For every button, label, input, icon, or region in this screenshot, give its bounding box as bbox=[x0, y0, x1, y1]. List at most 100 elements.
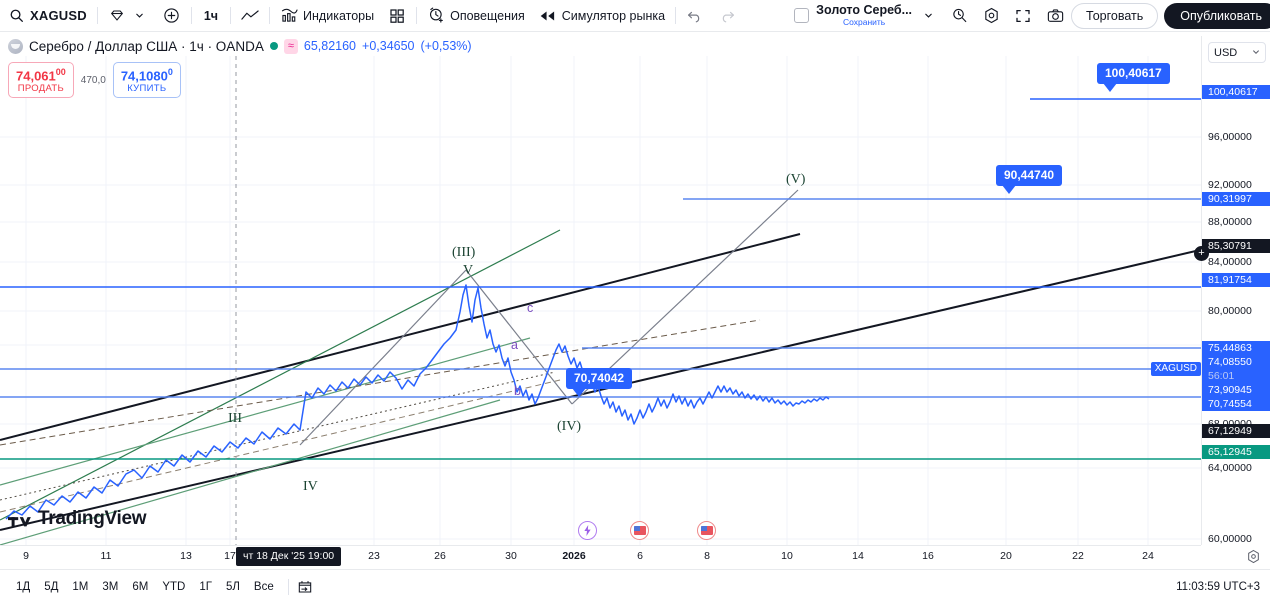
redo-button[interactable] bbox=[711, 2, 743, 30]
trendline-dotted-mid[interactable] bbox=[0, 371, 556, 501]
symbol-search-button[interactable]: XAGUSD bbox=[0, 2, 94, 30]
price-scale[interactable]: USD 96,00000 92,00000 88,00000 84,00000 80,0… bbox=[1201, 36, 1270, 545]
wave-label-IV[interactable]: IV bbox=[303, 479, 318, 494]
timeframe-button[interactable]: 1ч bbox=[203, 8, 219, 23]
wave-label-a[interactable]: a bbox=[511, 338, 518, 352]
price-callout[interactable]: 70,74042 bbox=[566, 368, 633, 397]
price-scale-label[interactable]: 100,40617 bbox=[1202, 85, 1270, 99]
alarm-clock-icon bbox=[427, 7, 445, 25]
wave-label-V[interactable]: V bbox=[463, 263, 474, 278]
range-button-5Д[interactable]: 5Д bbox=[44, 580, 59, 593]
time-tick: 24 bbox=[1142, 550, 1154, 562]
trendline-wave-proj-2[interactable] bbox=[465, 269, 573, 405]
fullscreen-button[interactable] bbox=[1007, 2, 1039, 30]
range-button-1М[interactable]: 1М bbox=[72, 580, 89, 593]
wave-label-IV[interactable]: (IV) bbox=[557, 419, 582, 434]
layout-save-link[interactable]: Сохранить bbox=[842, 17, 886, 28]
price-scale-label[interactable]: 56:01 bbox=[1202, 369, 1270, 383]
trendline-wave-proj-1[interactable] bbox=[299, 269, 467, 446]
time-scale-settings-icon[interactable] bbox=[1246, 549, 1262, 565]
time-tick: 2026 bbox=[562, 550, 586, 562]
range-button-YTD[interactable]: YTD bbox=[162, 580, 186, 593]
publish-button[interactable]: Опубликовать bbox=[1164, 2, 1270, 29]
currency-selector[interactable]: USD bbox=[1208, 42, 1266, 63]
price-scale-label[interactable]: 75,44863 bbox=[1202, 341, 1270, 355]
add-symbol-button[interactable] bbox=[156, 2, 188, 30]
trendline-green-upper[interactable] bbox=[0, 229, 561, 521]
chart-settings-button[interactable] bbox=[975, 2, 1007, 30]
trendline-green-mid[interactable] bbox=[0, 337, 531, 486]
range-button-5Л[interactable]: 5Л bbox=[225, 580, 240, 593]
range-button-1Д[interactable]: 1Д bbox=[16, 580, 31, 593]
event-marker[interactable] bbox=[697, 521, 716, 540]
templates-button[interactable] bbox=[381, 2, 413, 30]
layout-checkbox-icon[interactable] bbox=[794, 8, 810, 23]
snapshot-button[interactable] bbox=[1039, 2, 1071, 30]
price-scale-label[interactable]: 70,74554 bbox=[1202, 397, 1270, 411]
time-tick: 8 bbox=[704, 550, 710, 562]
layout-name: Золото Сереб... bbox=[816, 2, 913, 17]
wave-label-c[interactable]: c bbox=[527, 301, 534, 315]
price-change-percent: (+0,53%) bbox=[420, 39, 472, 53]
trendline-black-lower[interactable] bbox=[0, 249, 1201, 531]
sell-button[interactable]: 74,06100 ПРОДАТЬ bbox=[8, 62, 74, 99]
watchlist-button[interactable] bbox=[101, 2, 156, 30]
event-marker[interactable] bbox=[630, 521, 649, 540]
chart-type-button[interactable] bbox=[234, 2, 266, 30]
wave-label-V[interactable]: (V) bbox=[786, 172, 806, 187]
us-flag-icon bbox=[700, 526, 713, 535]
time-tick: 10 bbox=[781, 550, 793, 562]
quick-search-button[interactable] bbox=[943, 2, 975, 30]
lightning-icon bbox=[584, 525, 591, 536]
price-scale-label[interactable]: 67,12949 bbox=[1202, 424, 1270, 438]
buy-button[interactable]: 74,10800 КУПИТЬ bbox=[112, 62, 181, 99]
time-tick: 9 bbox=[23, 550, 29, 562]
range-button-Все[interactable]: Все bbox=[253, 580, 274, 593]
date-range-picker-button[interactable] bbox=[297, 579, 313, 595]
toolbar-divider-3 bbox=[230, 7, 232, 24]
indicators-button[interactable]: Индикаторы bbox=[273, 2, 381, 30]
add-alert-plus-button[interactable]: + bbox=[1194, 246, 1209, 261]
price-scale-label[interactable]: 81,91754 bbox=[1202, 273, 1270, 287]
trendline-gray-dashed-lower[interactable] bbox=[0, 379, 561, 513]
indicators-icon bbox=[280, 7, 298, 25]
date-range-icon bbox=[298, 580, 311, 593]
spread-value: 470,0 bbox=[80, 74, 106, 86]
wave-label-III[interactable]: III bbox=[228, 411, 242, 426]
tradingview-wordmark: TradingView bbox=[38, 508, 147, 529]
event-marker[interactable] bbox=[578, 521, 597, 540]
trendline-green-lower[interactable] bbox=[0, 399, 501, 545]
trendline-black-upper[interactable] bbox=[0, 233, 801, 441]
wave-label-b[interactable]: b bbox=[514, 384, 521, 398]
toolbar-divider-6 bbox=[675, 7, 677, 24]
fullscreen-icon bbox=[1014, 7, 1032, 25]
time-scale[interactable]: 9 11 13 17 23 26 30 2026 6 8 10 14 16 20 22 24 чт 18 Дек… bbox=[0, 545, 1201, 569]
price-scale-label[interactable]: 65,12945 bbox=[1202, 445, 1270, 459]
alerts-button[interactable]: Оповещения bbox=[420, 2, 532, 30]
price-scale-label[interactable]: 74,08550 bbox=[1202, 355, 1270, 369]
symbol-price-tag: XAGUSD bbox=[1150, 362, 1201, 376]
trade-button[interactable]: Торговать bbox=[1071, 2, 1159, 29]
wave-label-III[interactable]: (III) bbox=[452, 245, 476, 260]
undo-button[interactable] bbox=[679, 2, 711, 30]
layout-selector[interactable]: Золото Сереб... Сохранить bbox=[788, 2, 943, 30]
replay-button[interactable]: Симулятор рынка bbox=[532, 2, 672, 30]
range-button-6М[interactable]: 6М bbox=[132, 580, 149, 593]
chevron-down-icon[interactable] bbox=[919, 7, 937, 25]
price-scale-label[interactable]: 85,30791 bbox=[1202, 239, 1270, 253]
toolbar-divider bbox=[96, 7, 98, 24]
time-tick: 16 bbox=[922, 550, 934, 562]
range-button-1Г[interactable]: 1Г bbox=[199, 580, 212, 593]
market-open-indicator bbox=[269, 42, 278, 50]
price-scale-label[interactable]: 90,31997 bbox=[1202, 192, 1270, 206]
price-callout[interactable]: 90,44740 bbox=[996, 165, 1063, 194]
clock-label: 11:03:59 UTC+3 bbox=[1176, 580, 1260, 593]
chart-canvas[interactable] bbox=[0, 56, 1201, 545]
price-callout[interactable]: 100,40617 bbox=[1097, 63, 1170, 92]
indicators-label: Индикаторы bbox=[303, 8, 375, 23]
trendline-gray-dashed-upper[interactable] bbox=[0, 319, 761, 446]
symbol-description[interactable]: Серебро / Доллар США · 1ч · OANDA bbox=[29, 38, 264, 54]
price-tick: 84,00000 bbox=[1208, 256, 1252, 268]
range-button-3М[interactable]: 3М bbox=[102, 580, 119, 593]
price-scale-label[interactable]: 73,90945 bbox=[1202, 383, 1270, 397]
